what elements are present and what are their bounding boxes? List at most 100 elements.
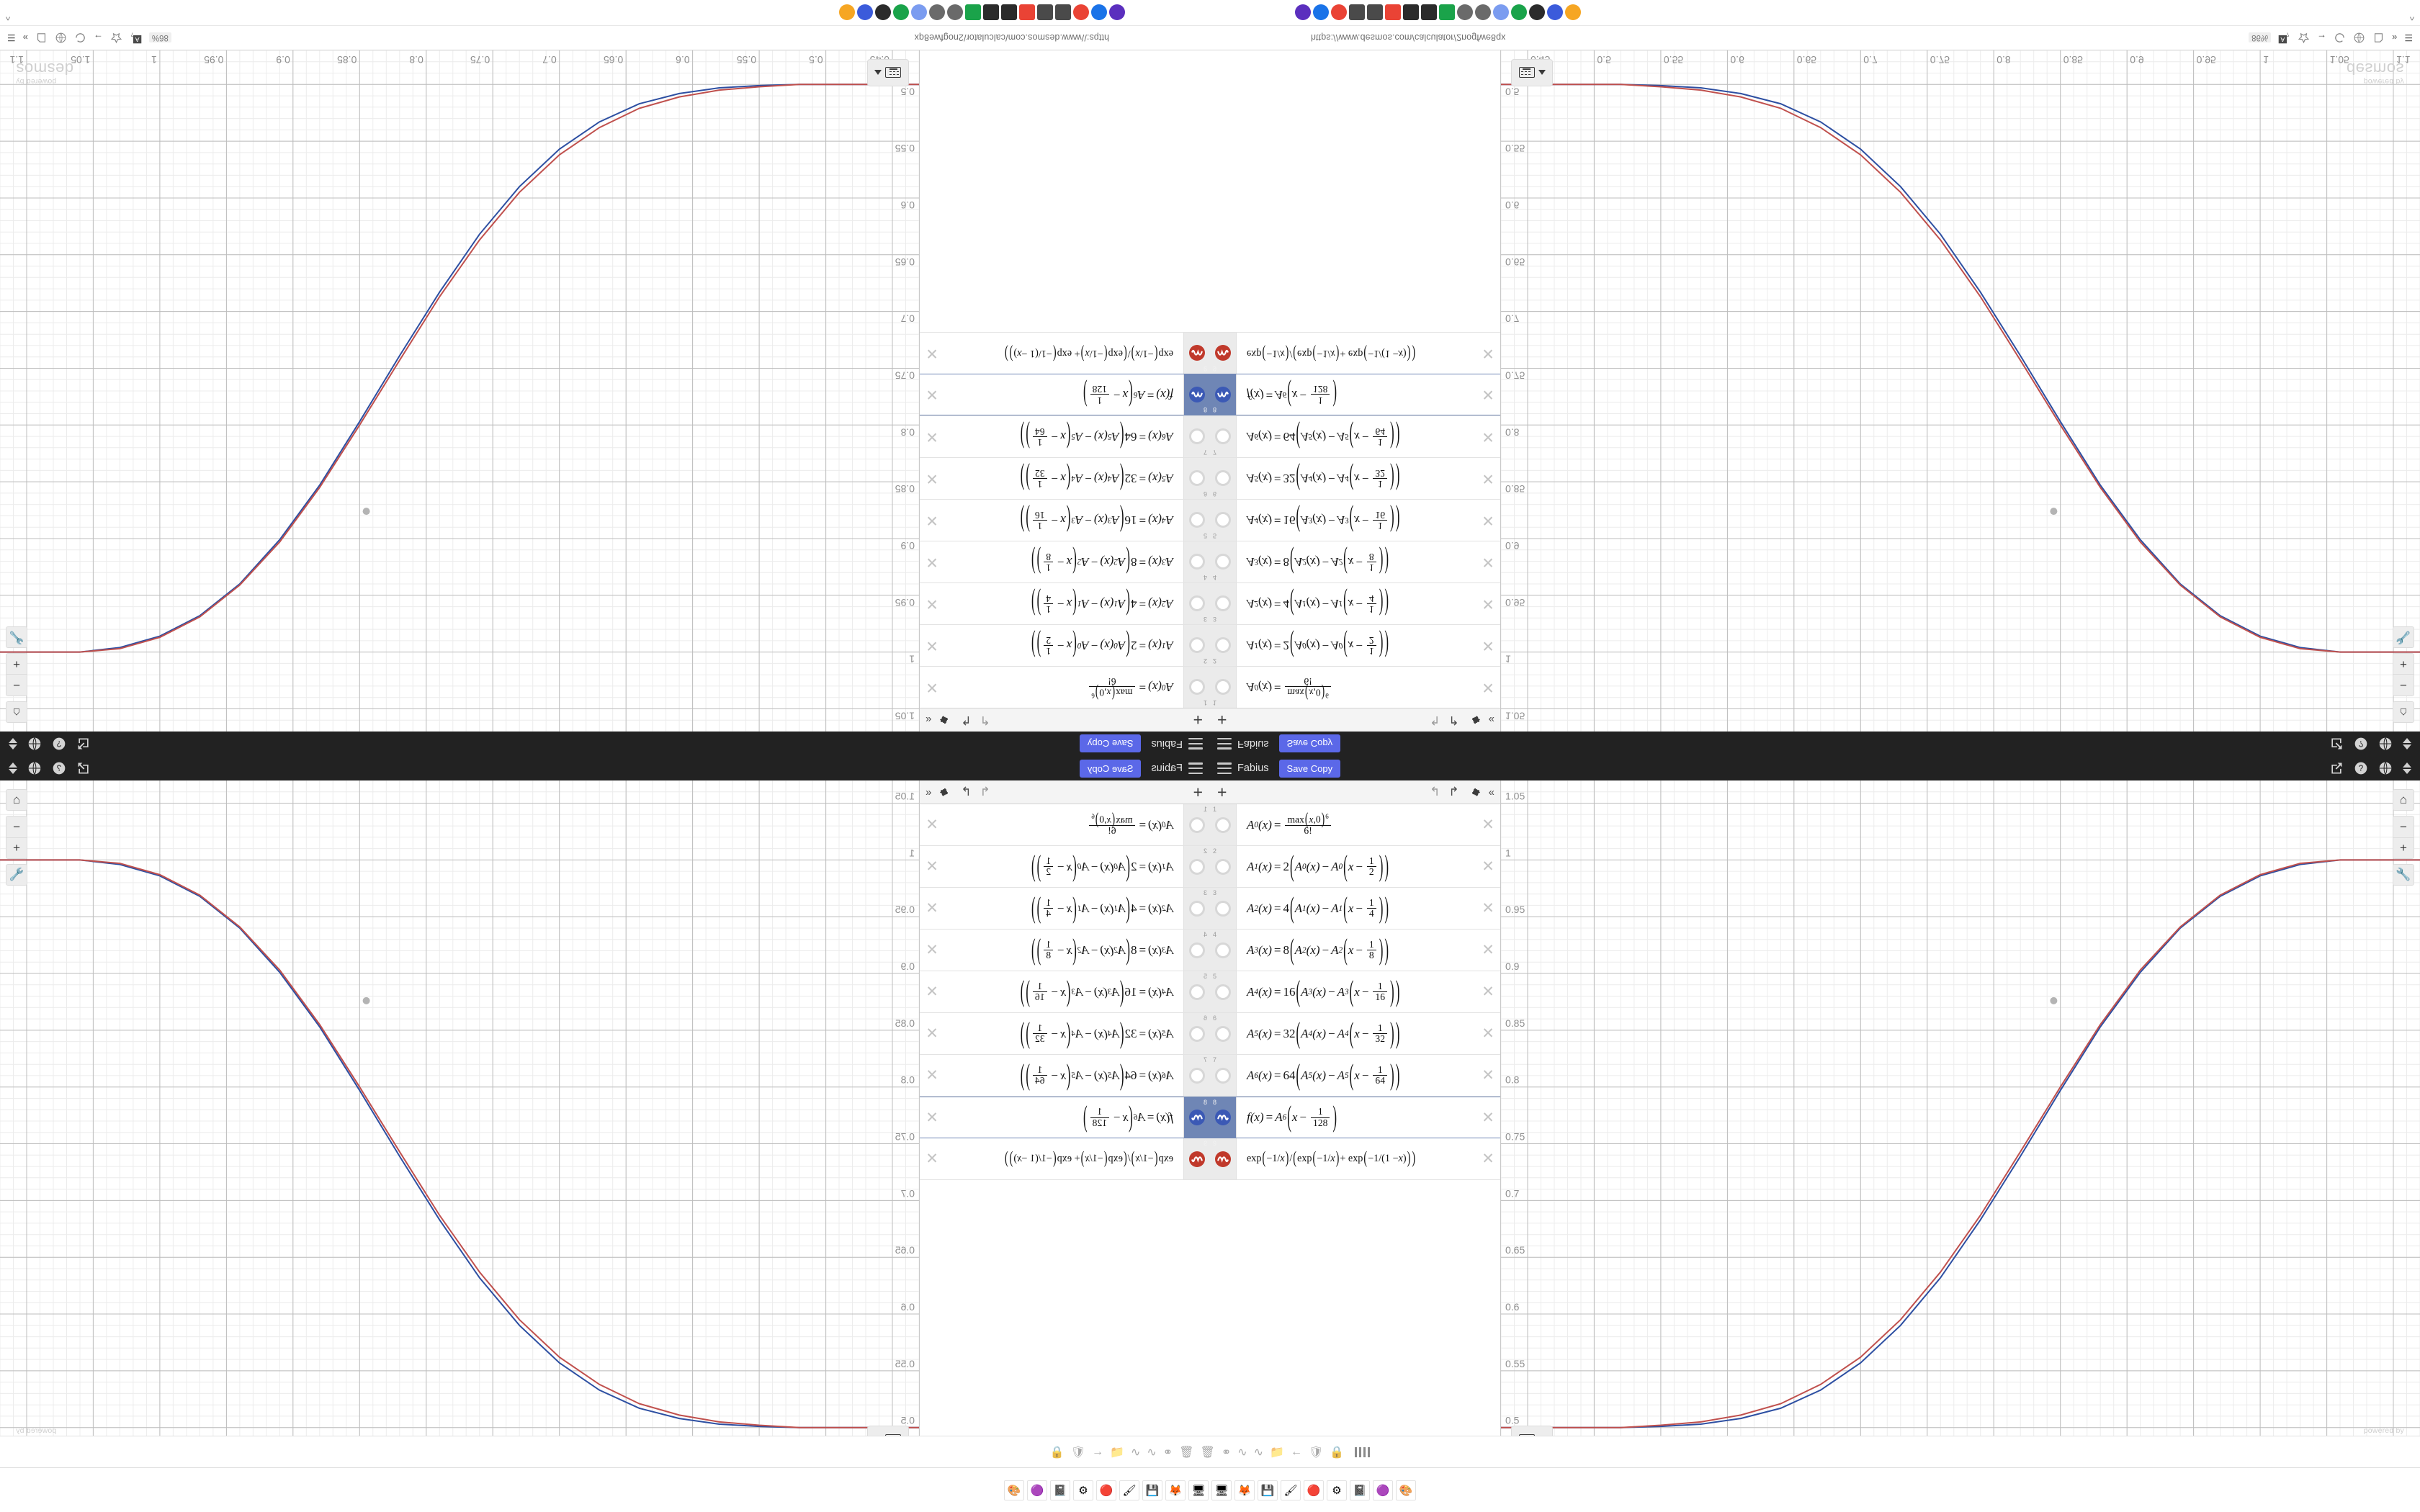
- text-editor-icon[interactable]: 📓: [1050, 1480, 1070, 1500]
- delete-expression-button[interactable]: ✕: [1482, 816, 1494, 833]
- globe-icon[interactable]: [55, 32, 67, 44]
- expression-tab[interactable]: 7: [1210, 416, 1237, 457]
- bookmark-icon[interactable]: [1295, 4, 1311, 20]
- caret-updown-icon[interactable]: [2403, 762, 2411, 774]
- bookmark-icon[interactable]: [875, 4, 891, 20]
- save-copy-button[interactable]: Save Copy: [1079, 734, 1142, 753]
- expression-row[interactable]: 9 exp(−1/x) /( exp(−1/x) + exp(−1/(1 − x))…: [1210, 332, 1500, 374]
- delete-expression-button[interactable]: ✕: [1482, 679, 1494, 696]
- bookmark-icon[interactable]: [1037, 4, 1053, 20]
- save-disk-icon[interactable]: 💾: [1142, 1480, 1162, 1500]
- graph-controls[interactable]: ⌂ − + 🔧: [6, 789, 27, 886]
- wrench-icon[interactable]: 🔧: [6, 626, 27, 648]
- expression-row[interactable]: 5 A 4 (x) = 16(A 3 (x) − A 3(x − 1 16)) ✕: [920, 499, 1210, 541]
- expression-toggle-dot[interactable]: [1189, 637, 1205, 654]
- bookmark-icon[interactable]: [983, 4, 999, 20]
- arrow-right-icon[interactable]: →: [1092, 1445, 1104, 1458]
- arrow-left-icon[interactable]: ←: [1290, 1445, 1302, 1458]
- delete-expression-button[interactable]: ✕: [1482, 1151, 1494, 1167]
- expression-tab[interactable]: 7: [1210, 1055, 1237, 1096]
- bookmark-icon[interactable]: [1073, 4, 1089, 20]
- expression-row[interactable]: 6 A 5 (x) = 32(A 4 (x) − A 4(x − 1 32)) ✕: [1210, 457, 1500, 499]
- expression-math[interactable]: A 3 (x) = 8(A 2 (x) − A 2(x − 1 8)): [1247, 546, 1389, 580]
- expression-row[interactable]: 6 A 5 (x) = 32(A 4 (x) − A 4(x − 1 32)) ✕: [920, 457, 1210, 499]
- bookmark-icon[interactable]: [1511, 4, 1527, 20]
- firefox-icon[interactable]: 🦊: [1165, 1480, 1186, 1500]
- expression-math[interactable]: exp(−1/x) /( exp(−1/x) + exp(−1/(1 − x))): [1004, 343, 1173, 364]
- hamburger-icon[interactable]: [1217, 762, 1232, 774]
- bookmark-icon[interactable]: [947, 4, 963, 20]
- bookmark-icon[interactable]: [893, 4, 909, 20]
- graph-canvas[interactable]: 0.450.50.550.60.650.70.750.80.850.90.951…: [1501, 780, 2420, 1462]
- zoom-out-icon[interactable]: −: [6, 816, 27, 837]
- inkscape-icon[interactable]: 🖌: [1119, 1480, 1139, 1500]
- graph-controls[interactable]: ⌂ − + 🔧: [6, 626, 27, 723]
- help-icon[interactable]: ?: [2354, 761, 2368, 775]
- reader-icon[interactable]: [2372, 32, 2385, 44]
- delete-expression-button[interactable]: ✕: [926, 1151, 938, 1167]
- delete-expression-button[interactable]: ✕: [1482, 345, 1494, 361]
- hamburger-icon[interactable]: [1217, 738, 1232, 750]
- redo-arrow-icon[interactable]: ↱: [961, 714, 972, 727]
- expression-math[interactable]: exp(−1/x) /( exp(−1/x) + exp(−1/(1 − x))): [1247, 1148, 1416, 1169]
- undo-arrow-icon[interactable]: ↰: [1430, 714, 1440, 727]
- expression-math[interactable]: A 2 (x) = 4(A 1 (x) − A 1(x − 1 4)): [1031, 588, 1173, 621]
- expression-tab[interactable]: 6: [1183, 1013, 1210, 1054]
- bookmark-icon[interactable]: [911, 4, 927, 20]
- expression-row[interactable]: 1 A 0 (x) = max(x,0)6 6! ✕: [1210, 666, 1500, 708]
- star-icon[interactable]: [110, 32, 122, 44]
- hamburger-icon[interactable]: [1188, 762, 1203, 774]
- expression-list[interactable]: 1 A 0 (x) = max(x,0)6 6! ✕ 2 A 1 (x) = 2(A 0 (x) − A 0…: [1210, 804, 1500, 1462]
- bookmark-icon[interactable]: [1109, 4, 1125, 20]
- expression-toggle-dot[interactable]: [1215, 942, 1231, 958]
- save-copy-button[interactable]: Save Copy: [1278, 759, 1341, 778]
- expression-toggle-dot[interactable]: [1215, 984, 1231, 1000]
- expression-toggle-dot[interactable]: [1189, 679, 1205, 696]
- home-icon[interactable]: ⌂: [2393, 701, 2414, 723]
- firefox-icon-2[interactable]: 🦊: [1234, 1480, 1255, 1500]
- home-icon[interactable]: ⌂: [2393, 789, 2414, 811]
- bookmark-icon[interactable]: [1331, 4, 1347, 20]
- expression-tab[interactable]: 4: [1210, 541, 1237, 582]
- bookmark-icon[interactable]: [965, 4, 981, 20]
- expression-row[interactable]: 5 A 4 (x) = 16(A 3 (x) − A 3(x − 1 16)) ✕: [920, 971, 1210, 1013]
- gear-icon[interactable]: [938, 715, 949, 726]
- delete-expression-button[interactable]: ✕: [926, 470, 938, 487]
- language-globe-icon[interactable]: [2378, 761, 2393, 775]
- expression-tab[interactable]: 7: [1183, 416, 1210, 457]
- chevron-double-right-icon[interactable]: »: [22, 32, 28, 43]
- graph-canvas[interactable]: 0.450.50.550.60.650.70.750.80.850.90.951…: [0, 50, 919, 732]
- expression-toggle-dot[interactable]: [1215, 554, 1231, 570]
- expression-toggle-dot[interactable]: [1215, 595, 1231, 612]
- expression-tab[interactable]: 8: [1183, 374, 1210, 415]
- expression-row[interactable]: 8 f (x) = A 6(x − 1 128) ✕: [1210, 1097, 1500, 1138]
- delete-expression-button[interactable]: ✕: [926, 554, 938, 570]
- bookmark-icon[interactable]: [1565, 4, 1581, 20]
- expression-row[interactable]: 5 A 4 (x) = 16(A 3 (x) − A 3(x − 1 16)) ✕: [1210, 499, 1500, 541]
- expression-row[interactable]: 3 A 2 (x) = 4(A 1 (x) − A 1(x − 1 4)) ✕: [1210, 888, 1500, 930]
- chevron-double-left-icon[interactable]: «: [1488, 786, 1494, 798]
- expression-math[interactable]: A 2 (x) = 4(A 1 (x) − A 1(x − 1 4)): [1247, 891, 1389, 924]
- expression-toggle-dot[interactable]: [1189, 428, 1205, 445]
- delete-expression-button[interactable]: ✕: [926, 679, 938, 696]
- delete-expression-button[interactable]: ✕: [1482, 1109, 1494, 1126]
- expression-toggle-dot[interactable]: [1189, 984, 1205, 1000]
- delete-expression-button[interactable]: ✕: [1482, 595, 1494, 612]
- chevron-double-left-icon[interactable]: «: [926, 714, 932, 726]
- expression-math[interactable]: A 4 (x) = 16(A 3 (x) − A 3(x − 1 16)): [1247, 504, 1400, 538]
- expression-tab[interactable]: 9: [1183, 1138, 1210, 1179]
- language-globe-icon[interactable]: [2378, 737, 2393, 751]
- zoom-in-icon[interactable]: +: [6, 837, 27, 859]
- browser-purple-icon[interactable]: 🟣: [1027, 1480, 1047, 1500]
- expression-toggle-dot[interactable]: [1189, 1151, 1205, 1167]
- expression-toggle-dot[interactable]: [1215, 1067, 1231, 1084]
- save-copy-button[interactable]: Save Copy: [1278, 734, 1341, 753]
- menu-icon[interactable]: ☰: [2404, 32, 2413, 44]
- expression-row[interactable]: 9 exp(−1/x) /( exp(−1/x) + exp(−1/(1 − x))…: [920, 332, 1210, 374]
- expression-toggle-dot[interactable]: [1215, 470, 1231, 487]
- expression-toggle-dot[interactable]: [1189, 345, 1205, 361]
- expression-math[interactable]: f (x) = A 6(x − 1 128): [1247, 1100, 1337, 1133]
- expression-row[interactable]: 5 A 4 (x) = 16(A 3 (x) − A 3(x − 1 16)) ✕: [1210, 971, 1500, 1013]
- window-manager-bar[interactable]: 🔒 🛡 → 📁 ∿ ∿ ⚭ 🗑 🗑 ⚭ ∿ ∿ 📁 ← 🛡 🔒: [0, 1436, 2420, 1467]
- expression-toggle-dot[interactable]: [1215, 1025, 1231, 1042]
